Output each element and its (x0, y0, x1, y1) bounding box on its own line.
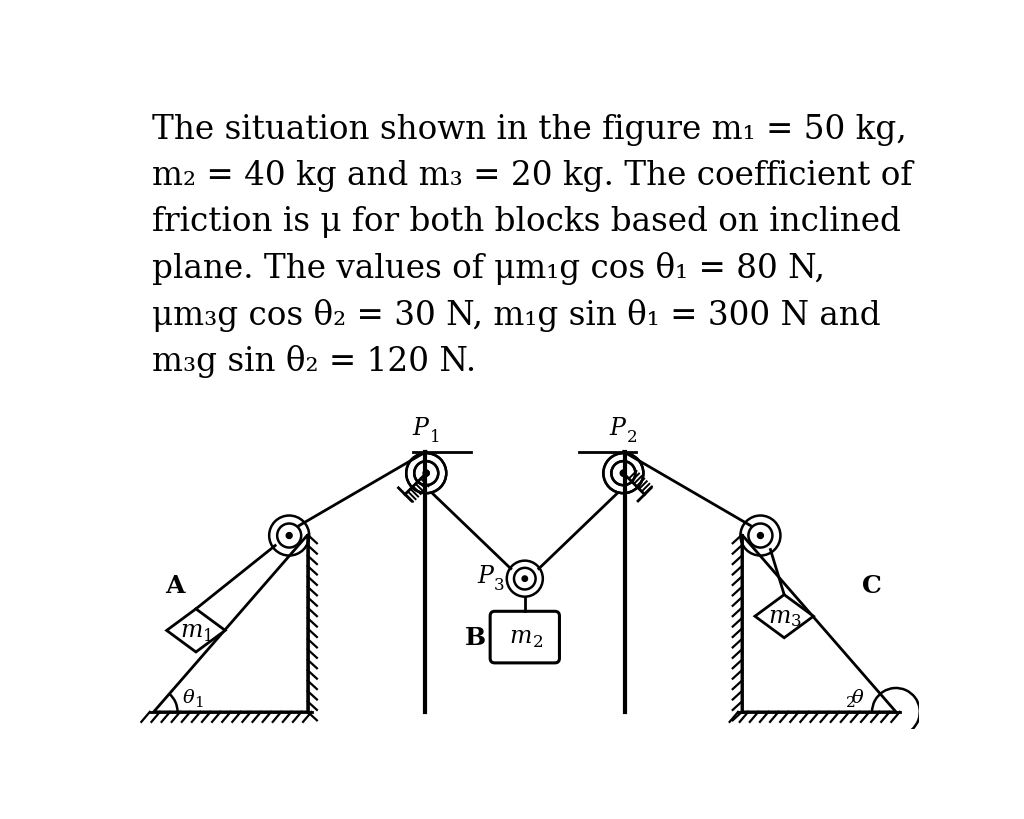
Text: 3: 3 (792, 613, 802, 630)
Text: plane. The values of μm₁g cos θ₁ = 80 N,: plane. The values of μm₁g cos θ₁ = 80 N, (153, 252, 825, 285)
Text: μm₃g cos θ₂ = 30 N, m₁g sin θ₁ = 300 N and: μm₃g cos θ₂ = 30 N, m₁g sin θ₁ = 300 N a… (153, 298, 881, 331)
Circle shape (522, 577, 527, 581)
Text: m₂ = 40 kg and m₃ = 20 kg. The coefficient of: m₂ = 40 kg and m₃ = 20 kg. The coefficie… (153, 160, 912, 192)
Text: 1: 1 (203, 627, 214, 644)
Text: 2: 2 (846, 695, 856, 709)
Text: 2: 2 (628, 429, 638, 446)
Circle shape (621, 471, 626, 476)
Text: m: m (180, 618, 203, 641)
Text: m₃g sin θ₂ = 120 N.: m₃g sin θ₂ = 120 N. (153, 344, 476, 378)
Text: P: P (609, 417, 625, 440)
FancyBboxPatch shape (490, 612, 559, 663)
Circle shape (424, 471, 429, 476)
Polygon shape (755, 595, 813, 638)
Text: 1: 1 (195, 695, 204, 709)
Text: 3: 3 (494, 577, 505, 594)
Circle shape (621, 471, 626, 476)
Polygon shape (167, 609, 225, 652)
Text: m: m (509, 624, 531, 647)
Text: P: P (412, 417, 428, 440)
Text: 2: 2 (532, 633, 543, 650)
Text: friction is μ for both blocks based on inclined: friction is μ for both blocks based on i… (153, 206, 901, 238)
Text: P: P (477, 564, 494, 587)
Text: The situation shown in the figure m₁ = 50 kg,: The situation shown in the figure m₁ = 5… (153, 114, 907, 146)
Text: θ: θ (183, 688, 195, 706)
Text: 1: 1 (430, 429, 440, 446)
Text: θ: θ (852, 688, 863, 706)
Circle shape (287, 533, 292, 538)
Circle shape (424, 471, 429, 476)
Text: m: m (769, 604, 791, 627)
Text: A: A (165, 573, 184, 598)
Text: C: C (862, 573, 882, 598)
Text: B: B (465, 626, 485, 649)
Circle shape (758, 533, 763, 538)
